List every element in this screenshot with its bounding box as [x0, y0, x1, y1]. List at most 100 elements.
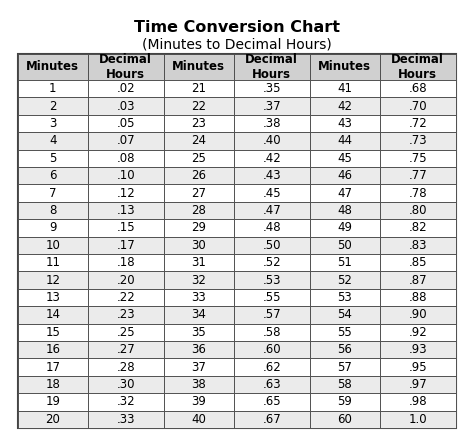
Text: .75: .75	[409, 152, 427, 165]
Bar	[164, 167, 234, 184]
Bar	[18, 237, 88, 254]
Bar	[18, 393, 88, 411]
Text: 26: 26	[191, 169, 206, 182]
Text: 52: 52	[337, 274, 352, 286]
Bar	[234, 376, 310, 393]
Text: .03: .03	[117, 99, 135, 113]
Bar	[234, 184, 310, 202]
Bar	[88, 54, 164, 80]
Bar	[164, 411, 234, 428]
Text: .35: .35	[263, 82, 281, 95]
Bar	[310, 54, 380, 80]
Bar	[380, 271, 456, 289]
Bar	[234, 237, 310, 254]
Text: 31: 31	[191, 256, 206, 269]
Text: 35: 35	[191, 326, 206, 339]
Text: 51: 51	[337, 256, 352, 269]
Bar	[310, 80, 380, 97]
Text: 22: 22	[191, 99, 206, 113]
Bar	[380, 306, 456, 323]
Text: .23: .23	[117, 308, 135, 321]
Text: .07: .07	[117, 134, 135, 147]
Bar	[88, 254, 164, 271]
Bar	[310, 411, 380, 428]
Bar	[18, 306, 88, 323]
Text: .53: .53	[263, 274, 281, 286]
Bar	[18, 54, 88, 80]
Text: .73: .73	[409, 134, 427, 147]
Bar	[18, 359, 88, 376]
Text: 14: 14	[45, 308, 60, 321]
Bar	[88, 341, 164, 359]
Bar	[310, 184, 380, 202]
Bar	[18, 184, 88, 202]
Bar	[234, 115, 310, 132]
Bar	[380, 54, 456, 80]
Bar	[380, 341, 456, 359]
Text: .78: .78	[409, 187, 427, 200]
Bar	[310, 115, 380, 132]
Text: 4: 4	[49, 134, 56, 147]
Bar	[88, 132, 164, 150]
Text: 42: 42	[337, 99, 352, 113]
Text: 59: 59	[337, 396, 352, 408]
Bar	[164, 80, 234, 97]
Text: .65: .65	[263, 396, 281, 408]
Bar	[18, 167, 88, 184]
Bar	[164, 184, 234, 202]
Bar	[18, 254, 88, 271]
Bar	[234, 289, 310, 306]
Text: 16: 16	[45, 343, 60, 356]
Text: 36: 36	[191, 343, 206, 356]
Text: 18: 18	[46, 378, 60, 391]
Bar	[164, 289, 234, 306]
Text: .47: .47	[263, 204, 281, 217]
Bar	[234, 219, 310, 237]
Bar	[234, 411, 310, 428]
Text: .60: .60	[263, 343, 281, 356]
Bar	[88, 323, 164, 341]
Text: .87: .87	[409, 274, 427, 286]
Bar	[88, 80, 164, 97]
Text: Minutes: Minutes	[172, 60, 225, 73]
Bar	[88, 97, 164, 115]
Text: 12: 12	[45, 274, 60, 286]
Text: 1.0: 1.0	[409, 413, 427, 426]
Bar	[234, 306, 310, 323]
Bar	[18, 376, 88, 393]
Text: 57: 57	[337, 361, 352, 374]
Text: .92: .92	[409, 326, 427, 339]
Bar	[310, 341, 380, 359]
Bar	[88, 271, 164, 289]
Text: 40: 40	[191, 413, 206, 426]
Text: .55: .55	[263, 291, 281, 304]
Text: 39: 39	[191, 396, 206, 408]
Text: 47: 47	[337, 187, 352, 200]
Text: .90: .90	[409, 308, 427, 321]
Bar	[380, 289, 456, 306]
Bar	[234, 202, 310, 219]
Text: .32: .32	[117, 396, 135, 408]
Text: .48: .48	[263, 221, 281, 235]
Bar	[310, 150, 380, 167]
Text: 21: 21	[191, 82, 206, 95]
Bar	[310, 202, 380, 219]
Bar	[380, 132, 456, 150]
Bar	[380, 115, 456, 132]
Bar	[164, 341, 234, 359]
Text: 3: 3	[49, 117, 56, 130]
Bar	[164, 132, 234, 150]
Text: 34: 34	[191, 308, 206, 321]
Bar	[88, 306, 164, 323]
Bar	[310, 393, 380, 411]
Bar	[18, 150, 88, 167]
Bar	[380, 393, 456, 411]
Text: 10: 10	[46, 239, 60, 252]
Bar	[310, 376, 380, 393]
Text: 38: 38	[191, 378, 206, 391]
Bar	[380, 97, 456, 115]
Bar	[310, 97, 380, 115]
Text: .30: .30	[117, 378, 135, 391]
Bar	[234, 54, 310, 80]
Bar	[88, 237, 164, 254]
